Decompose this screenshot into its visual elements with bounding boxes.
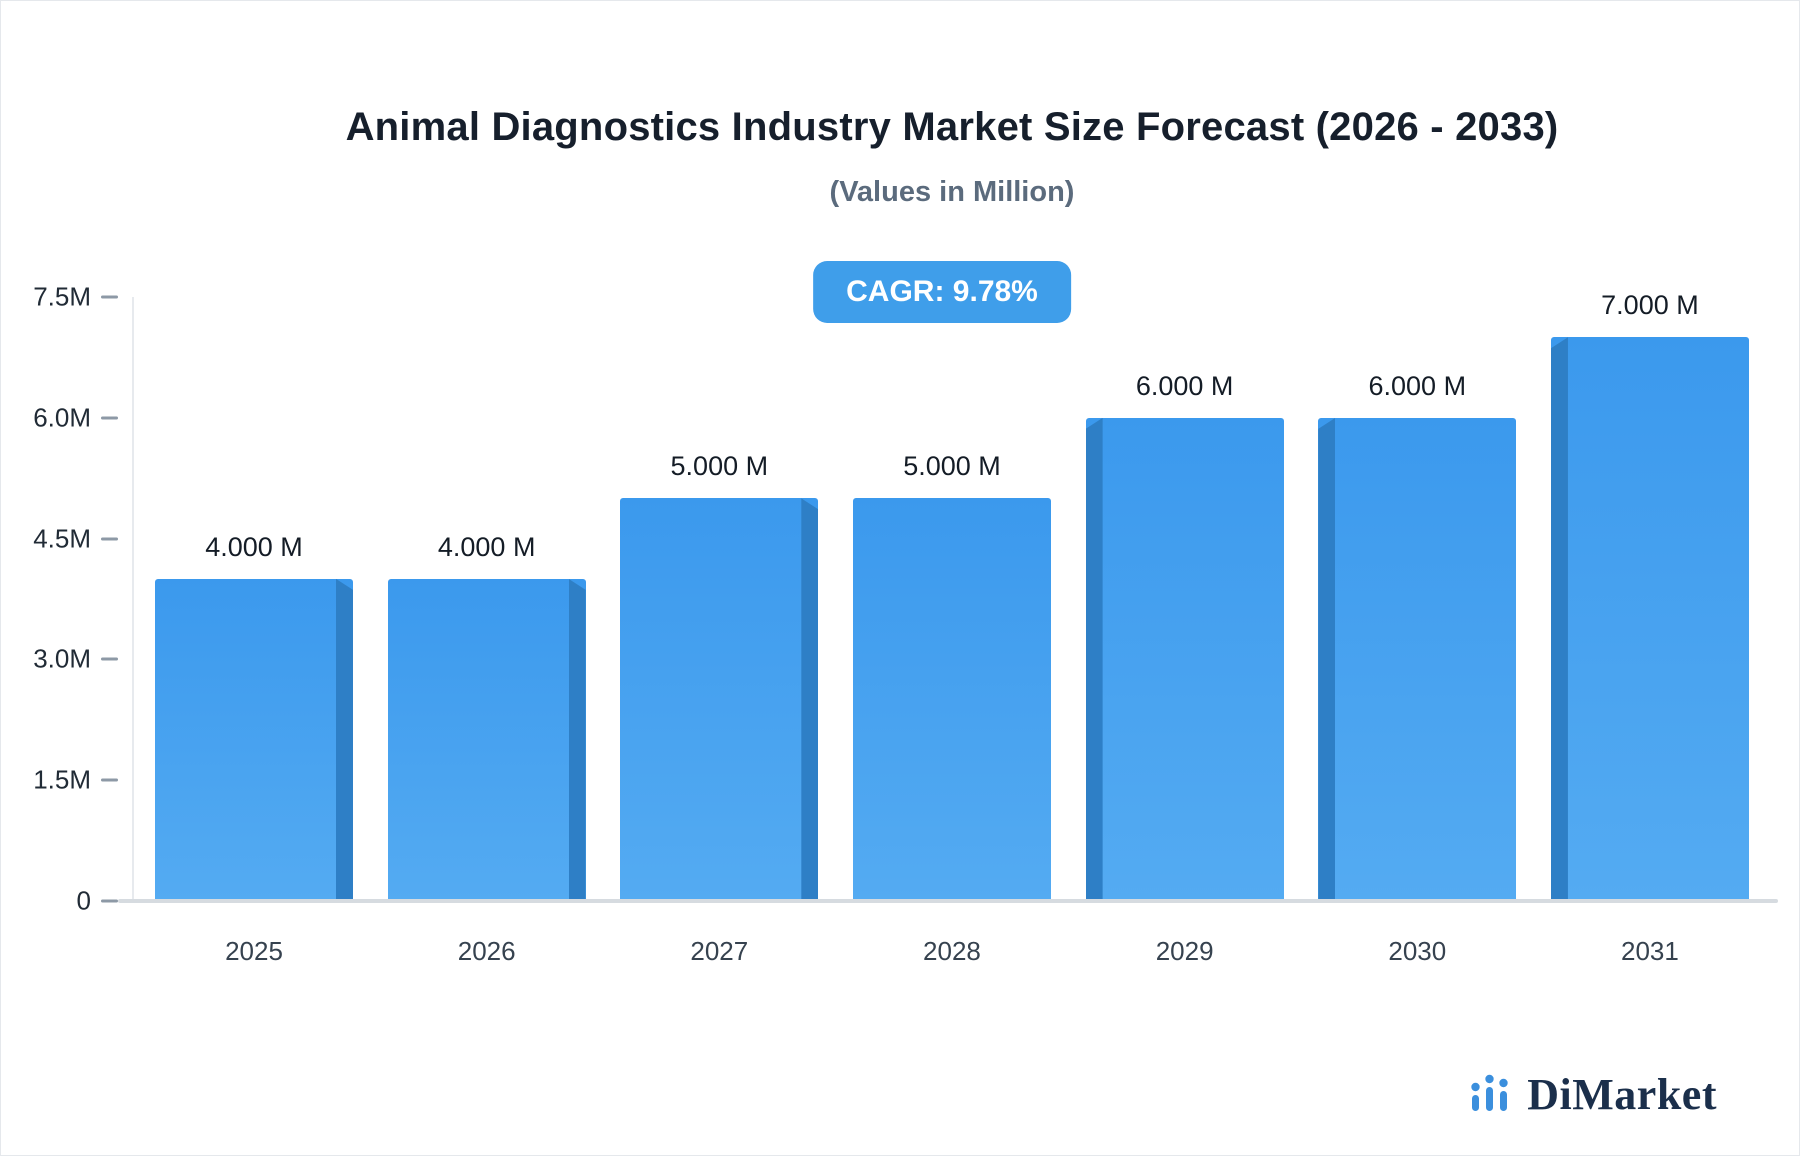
y-axis-tick-label: 3.0M: [33, 643, 91, 674]
x-axis-label: 2026: [457, 936, 516, 966]
bar-group: 4.000 M 2026: [387, 297, 586, 966]
y-axis-tick-mark: [101, 416, 118, 420]
bar: [1550, 337, 1749, 901]
y-axis-tick-mark: [101, 537, 118, 541]
y-axis-tick-mark: [101, 295, 118, 299]
bar-value-label: 5.000 M: [670, 451, 769, 482]
bar-value-label: 4.000 M: [437, 531, 536, 562]
bar-value-label: 5.000 M: [903, 451, 1001, 482]
cagr-badge: CAGR: 9.78%: [813, 261, 1071, 323]
bar-group: 7.000 M 2031: [1550, 290, 1749, 966]
y-axis-tick-label: 1.5M: [33, 764, 91, 795]
chart-title: Animal Diagnostics Industry Market Size …: [345, 105, 1559, 149]
x-axis-label: 2031: [1621, 936, 1679, 966]
bar-value-label: 6.000 M: [1135, 370, 1234, 401]
bar: [155, 578, 353, 901]
x-axis-baseline: [118, 899, 1778, 903]
x-axis-label: 2028: [923, 936, 981, 966]
x-axis-label: 2029: [1155, 936, 1214, 966]
bar-group: 6.000 M 2029: [1085, 297, 1284, 966]
bar-value-label: 6.000 M: [1368, 370, 1467, 401]
bar: [387, 578, 586, 901]
plot-area: 4.000 M 2025 4.000 M 2026 5.000 M 2027 5.000 M…: [33, 282, 1778, 966]
y-axis-tick-mark: [101, 778, 118, 782]
y-axis-line: [132, 297, 134, 901]
bar: [620, 498, 819, 901]
y-axis-tick-mark: [101, 899, 118, 903]
y-axis-tick-label: 4.5M: [33, 523, 91, 554]
x-axis-label: 2025: [225, 936, 283, 966]
y-axis-tick-mark: [101, 657, 118, 661]
y-axis-tick: 6.0M: [19, 402, 118, 433]
y-axis-tick-label: 6.0M: [33, 402, 91, 433]
chart-header: Animal Diagnostics Industry Market Size …: [132, 105, 1772, 209]
chart-subtitle: (Values in Million): [829, 176, 1075, 208]
logo-text: DiMarket: [1527, 1070, 1717, 1119]
bar: [1318, 417, 1517, 901]
bar-chart-logo-icon: [1466, 1068, 1514, 1121]
x-axis-label: 2027: [690, 936, 749, 966]
y-axis-tick: 4.5M: [19, 523, 118, 554]
bar-value-label: 7.000 M: [1601, 290, 1699, 321]
bar-group: 6.000 M 2030: [1318, 297, 1517, 966]
y-axis-tick: 7.5M: [19, 282, 118, 313]
bar-group: 5.000 M 2027: [620, 297, 819, 966]
bar: [852, 498, 1051, 901]
brand-logo: DiMarket: [1466, 1068, 1717, 1121]
x-axis-label: 2030: [1388, 936, 1447, 966]
y-axis-tick: 3.0M: [19, 644, 118, 675]
y-axis-tick: 0: [19, 886, 118, 917]
y-axis-tick: 1.5M: [19, 765, 118, 796]
bar-group: 4.000 M 2025: [155, 297, 353, 966]
bar-value-label: 4.000 M: [205, 531, 303, 562]
y-axis-tick-label: 0: [76, 885, 91, 916]
y-axis-tick-label: 7.5M: [33, 281, 91, 312]
bar-group: 5.000 M 2028: [852, 297, 1051, 966]
bars: 4.000 M 2025 4.000 M 2026 5.000 M 2027 5.000 M…: [132, 290, 1772, 966]
bar: [1085, 417, 1284, 901]
